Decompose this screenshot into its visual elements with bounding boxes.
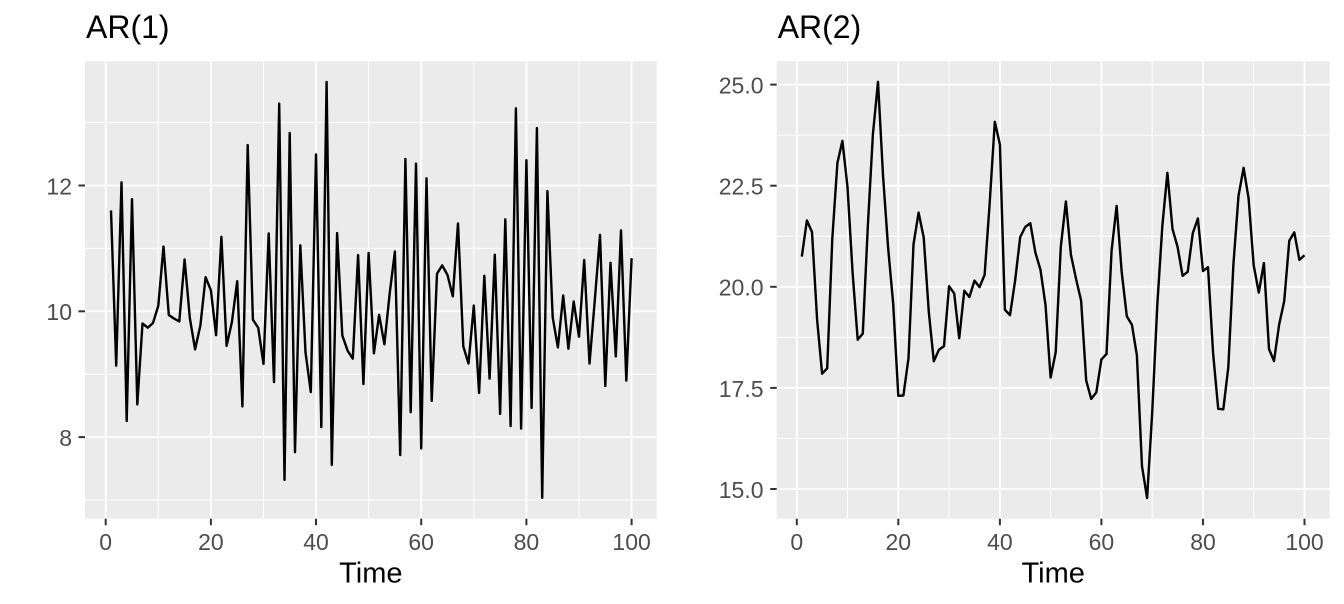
svg-text:40: 40 xyxy=(303,529,329,555)
svg-text:25.0: 25.0 xyxy=(719,73,764,99)
svg-text:12: 12 xyxy=(46,173,72,199)
svg-text:Time: Time xyxy=(339,558,402,590)
svg-text:100: 100 xyxy=(612,529,650,555)
svg-text:60: 60 xyxy=(1089,529,1115,555)
svg-text:100: 100 xyxy=(1285,529,1323,555)
svg-text:80: 80 xyxy=(514,529,540,555)
svg-text:8: 8 xyxy=(59,425,72,451)
svg-text:40: 40 xyxy=(987,529,1013,555)
svg-text:0: 0 xyxy=(790,529,803,555)
svg-text:60: 60 xyxy=(408,529,434,555)
svg-text:80: 80 xyxy=(1190,529,1216,555)
svg-text:0: 0 xyxy=(99,529,112,555)
svg-text:17.5: 17.5 xyxy=(719,376,764,402)
svg-text:22.5: 22.5 xyxy=(719,174,764,200)
svg-text:AR(1): AR(1) xyxy=(86,9,170,45)
svg-text:20.0: 20.0 xyxy=(719,275,764,301)
svg-text:20: 20 xyxy=(198,529,224,555)
svg-text:20: 20 xyxy=(886,529,912,555)
svg-text:Time: Time xyxy=(1022,558,1085,590)
svg-text:15.0: 15.0 xyxy=(719,477,764,503)
svg-text:10: 10 xyxy=(46,299,72,325)
svg-text:AR(2): AR(2) xyxy=(778,9,862,45)
